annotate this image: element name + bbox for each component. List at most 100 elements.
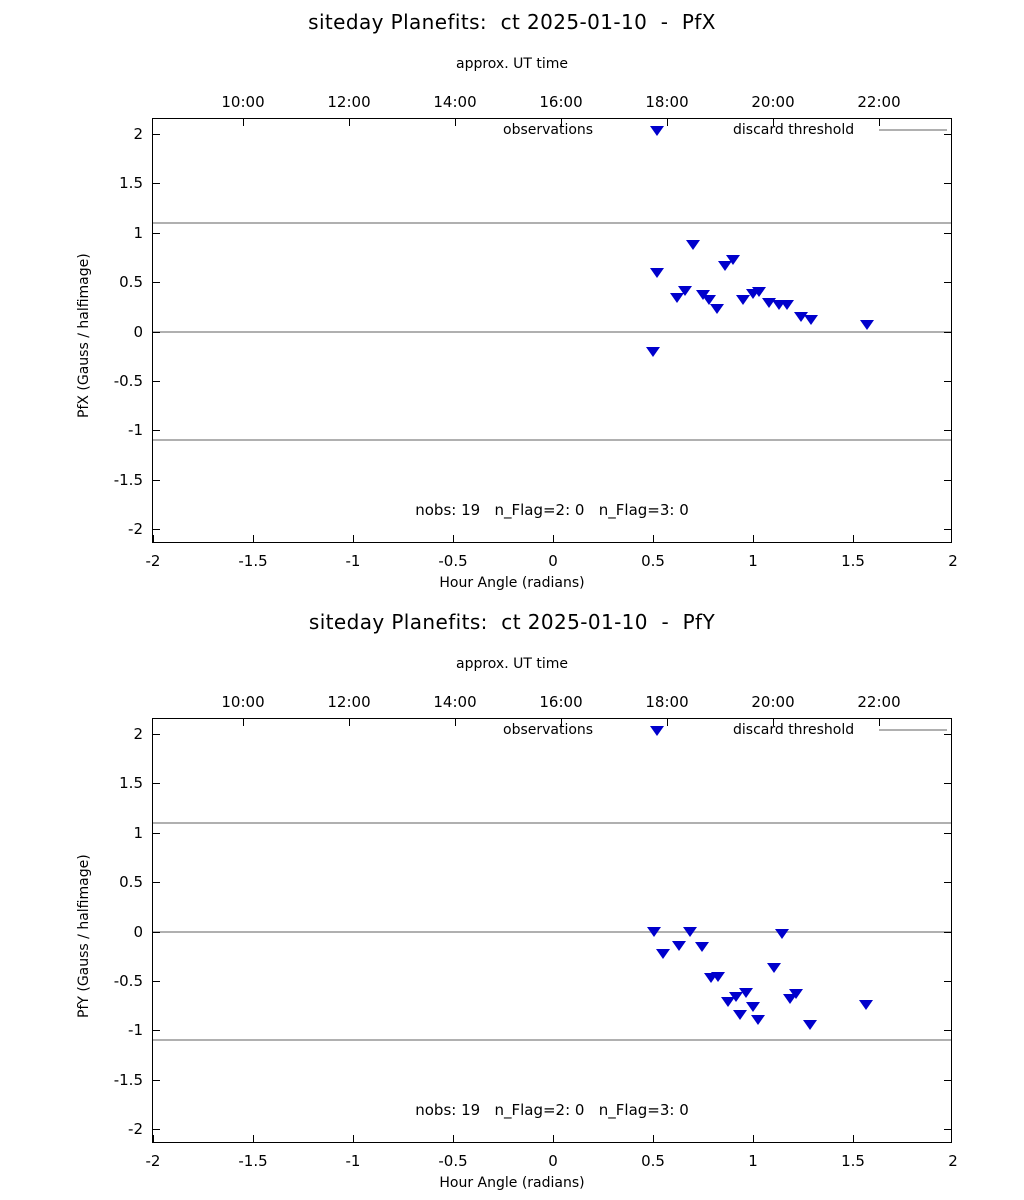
y-tick-mark <box>944 233 951 234</box>
plot-inner-pfx <box>153 119 951 542</box>
x-tick-mark <box>453 535 454 542</box>
data-point-marker <box>762 297 776 308</box>
y-tick-mark <box>944 430 951 431</box>
data-point-marker <box>775 929 789 940</box>
y-axis-label: PfX (Gauss / halfimage) <box>76 253 92 418</box>
top-axis-tick-label: 22:00 <box>857 93 901 111</box>
plot-area-pfy[interactable]: observations discard threshold nobs: 19 … <box>114 693 958 1170</box>
legend-threshold-line-icon-secondary <box>879 728 947 731</box>
data-point-marker <box>733 1009 747 1020</box>
x-tick-mark <box>353 1135 354 1142</box>
y-tick-mark <box>153 734 160 735</box>
y-tick-mark <box>153 381 160 382</box>
plot-inner-pfy <box>153 719 951 1142</box>
x-tick-label: -1 <box>345 1152 361 1170</box>
y-tick-label: 2 <box>133 724 143 743</box>
data-point-marker <box>746 1001 760 1012</box>
data-point-marker <box>780 299 794 310</box>
data-point-marker <box>789 988 803 999</box>
y-tick-label: -0.5 <box>113 371 143 390</box>
x-tick-label: 1.5 <box>841 552 865 570</box>
x-tick-label: -1.5 <box>238 1152 268 1170</box>
y-tick-mark <box>153 480 160 481</box>
x-tick-label: -1.5 <box>238 552 268 570</box>
discard-threshold-line <box>153 221 951 224</box>
y-tick-label: -2 <box>128 1120 143 1139</box>
x-tick-mark <box>553 535 554 542</box>
data-point-marker <box>650 268 664 279</box>
plot-area-pfx[interactable]: observations discard threshold nobs: 19 … <box>114 93 958 570</box>
nobs-annotation-secondary: nobs: 19 n_Flag=2: 0 n_Flag=3: 0 <box>415 1101 689 1120</box>
data-point-marker <box>804 314 818 325</box>
y-tick-label: 0 <box>133 922 143 941</box>
legend-observations-label-secondary: observations <box>503 721 594 738</box>
y-tick-mark <box>153 882 160 883</box>
top-axis-tick-label: 14:00 <box>433 93 477 111</box>
x-tick-label: -0.5 <box>438 552 468 570</box>
y-tick-mark <box>153 783 160 784</box>
y-tick-mark <box>944 981 951 982</box>
y-tick-mark <box>944 134 951 135</box>
data-point-marker <box>695 942 709 953</box>
top-axis-tick-label: 14:00 <box>433 693 477 711</box>
x-tick-mark <box>153 535 154 542</box>
y-tick-label: 2 <box>133 124 143 143</box>
top-axis-tick-mark <box>243 119 244 126</box>
top-axis-tick-label: 16:00 <box>539 93 583 111</box>
x-axis-label: Hour Angle (radians) <box>439 575 585 591</box>
data-point-marker <box>670 292 684 303</box>
top-axis-tick-mark <box>667 719 668 726</box>
y-tick-label: -1 <box>128 421 143 440</box>
top-axis-tick-label: 18:00 <box>645 693 689 711</box>
x-tick-mark <box>853 1135 854 1142</box>
x-tick-label: 0 <box>548 552 558 570</box>
data-point-marker <box>711 971 725 982</box>
zero-line <box>153 930 951 933</box>
y-tick-mark <box>944 332 951 333</box>
y-tick-mark <box>944 282 951 283</box>
y-tick-mark <box>944 529 951 530</box>
x-tick-label: 1 <box>748 552 758 570</box>
top-axis-title: approx. UT time <box>456 56 568 72</box>
y-tick-label: -0.5 <box>113 971 143 990</box>
top-axis-tick-mark <box>773 119 774 126</box>
data-point-marker <box>726 255 740 266</box>
legend-marker-icon <box>650 125 664 136</box>
x-tick-mark <box>553 1135 554 1142</box>
x-tick-label: 1 <box>748 1152 758 1170</box>
y-tick-mark <box>944 480 951 481</box>
x-tick-label: 0 <box>548 1152 558 1170</box>
top-axis-tick-label: 22:00 <box>857 693 901 711</box>
top-axis-title-secondary: approx. UT time <box>456 656 568 672</box>
x-tick-label: -1 <box>345 552 361 570</box>
y-tick-mark <box>944 183 951 184</box>
y-tick-mark <box>153 932 160 933</box>
data-point-marker <box>752 286 766 297</box>
y-tick-mark <box>944 381 951 382</box>
x-tick-mark <box>653 1135 654 1142</box>
top-axis-tick-label: 16:00 <box>539 693 583 711</box>
data-point-marker <box>859 999 873 1010</box>
data-point-marker <box>647 927 661 938</box>
y-tick-mark <box>153 981 160 982</box>
y-tick-mark <box>153 332 160 333</box>
top-axis-tick-mark <box>455 119 456 126</box>
top-axis-tick-mark <box>349 119 350 126</box>
data-point-marker <box>803 1020 817 1031</box>
x-tick-label: 0.5 <box>641 1152 665 1170</box>
x-tick-label: -0.5 <box>438 1152 468 1170</box>
legend-threshold-label: discard threshold <box>733 121 855 138</box>
top-axis-tick-label: 12:00 <box>327 693 371 711</box>
y-tick-mark <box>944 734 951 735</box>
y-tick-mark <box>153 1129 160 1130</box>
y-tick-mark <box>153 529 160 530</box>
legend-threshold-label-secondary: discard threshold <box>733 721 855 738</box>
discard-threshold-line <box>153 439 951 442</box>
data-point-marker <box>702 294 716 305</box>
y-tick-mark <box>944 783 951 784</box>
y-tick-label: -2 <box>128 520 143 539</box>
x-tick-mark <box>453 1135 454 1142</box>
y-tick-label: 1 <box>133 223 143 242</box>
x-tick-label: 1.5 <box>841 1152 865 1170</box>
data-point-marker <box>767 963 781 974</box>
